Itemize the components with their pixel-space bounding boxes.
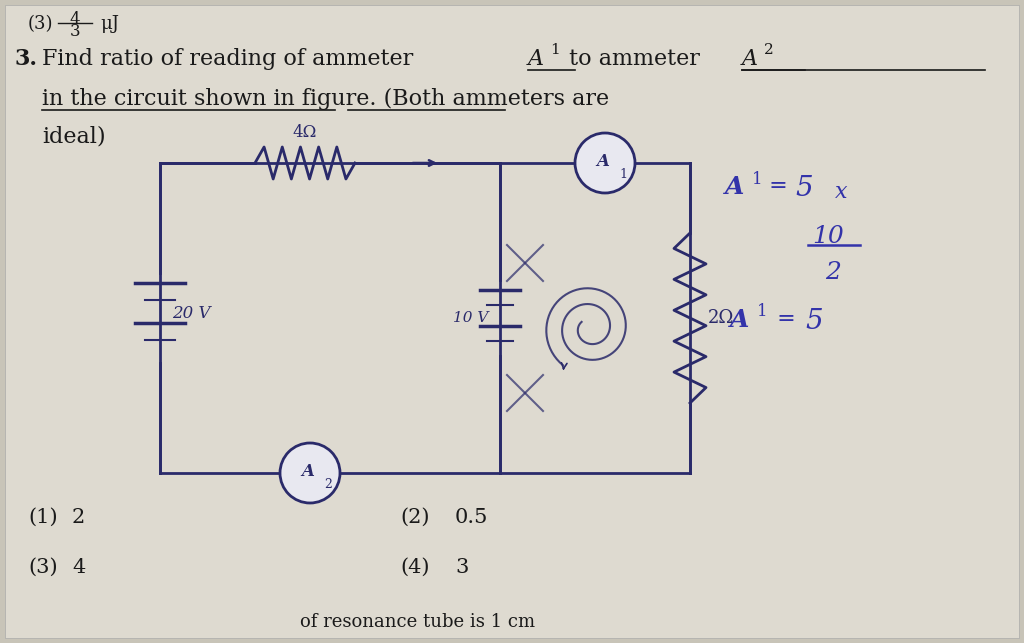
Text: 1: 1: [618, 168, 627, 181]
Text: in the circuit shown in figure. (Both ammeters are: in the circuit shown in figure. (Both am…: [42, 88, 609, 110]
Text: (4): (4): [400, 558, 429, 577]
Text: 2: 2: [324, 478, 332, 491]
Text: 2Ω: 2Ω: [708, 309, 734, 327]
Circle shape: [280, 443, 340, 503]
Text: 1: 1: [757, 303, 768, 320]
Text: μJ: μJ: [100, 15, 119, 33]
Text: 10 V: 10 V: [453, 311, 488, 325]
Text: 5: 5: [795, 175, 813, 202]
Text: x: x: [835, 181, 848, 203]
Text: 3: 3: [455, 558, 468, 577]
Text: of resonance tube is 1 cm: of resonance tube is 1 cm: [300, 613, 536, 631]
Text: Find ratio of reading of ammeter: Find ratio of reading of ammeter: [42, 48, 421, 70]
Text: A: A: [730, 308, 750, 332]
Text: 20 V: 20 V: [172, 305, 211, 322]
Text: A: A: [301, 462, 314, 480]
Circle shape: [575, 133, 635, 193]
Text: 10: 10: [812, 225, 844, 248]
Text: 1: 1: [752, 171, 763, 188]
Text: A: A: [597, 152, 609, 170]
Text: A: A: [725, 175, 744, 199]
Text: ideal): ideal): [42, 126, 105, 148]
Text: 4: 4: [72, 558, 85, 577]
Text: (3): (3): [28, 15, 53, 33]
Text: =: =: [770, 308, 803, 330]
Text: 1: 1: [550, 43, 560, 57]
Text: (1): (1): [28, 508, 57, 527]
Text: A: A: [742, 48, 758, 70]
Text: 5: 5: [805, 308, 822, 335]
Text: (3): (3): [28, 558, 57, 577]
Text: 4Ω: 4Ω: [293, 124, 317, 141]
Text: A: A: [528, 48, 544, 70]
Text: 2: 2: [764, 43, 774, 57]
Text: 0.5: 0.5: [455, 508, 488, 527]
Text: =: =: [762, 175, 795, 197]
FancyBboxPatch shape: [5, 5, 1019, 638]
Text: 3.: 3.: [15, 48, 38, 70]
Text: (2): (2): [400, 508, 429, 527]
Text: to ammeter: to ammeter: [562, 48, 707, 70]
Text: 2: 2: [825, 261, 841, 284]
Text: 3: 3: [70, 23, 80, 40]
Text: 2: 2: [72, 508, 85, 527]
Text: 4: 4: [70, 11, 80, 28]
